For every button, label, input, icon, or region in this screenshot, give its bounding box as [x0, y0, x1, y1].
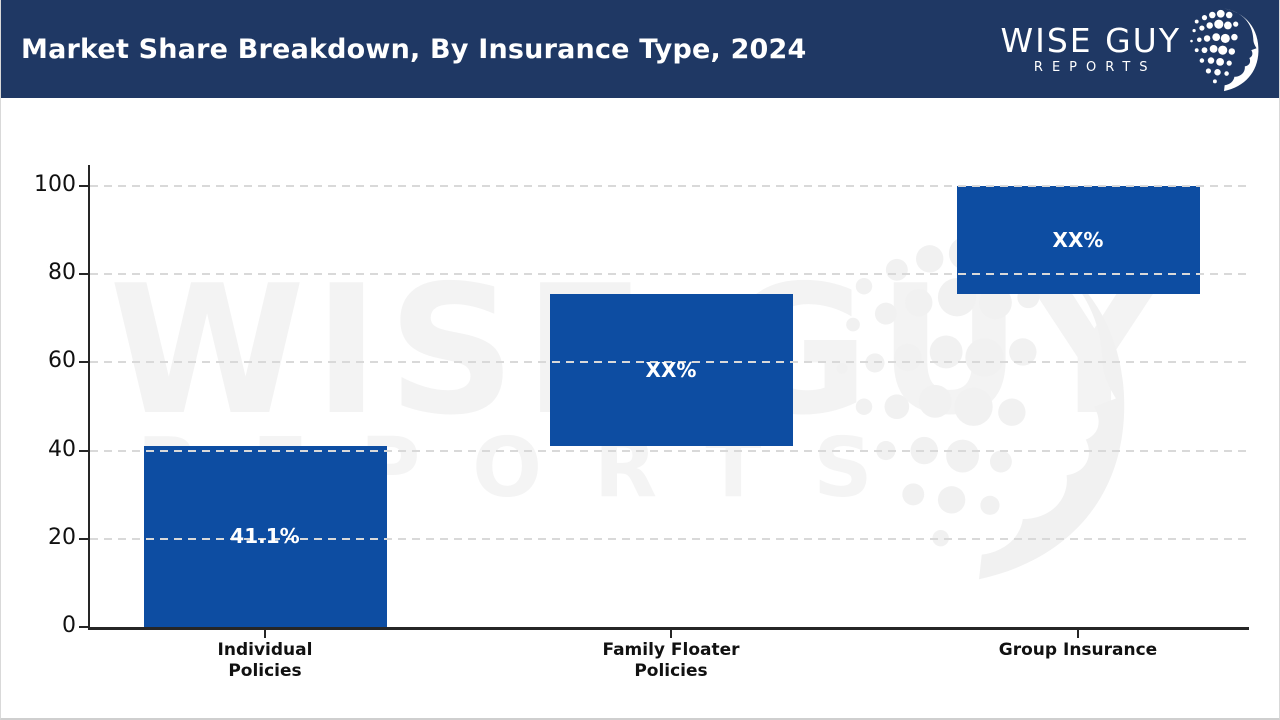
bar-value-label: XX% [645, 358, 697, 382]
logo-line1: WISE GUY [1000, 21, 1181, 60]
category-label: Group Insurance [998, 640, 1158, 660]
gridline-y80 [90, 273, 1249, 275]
bar-1 [144, 446, 387, 627]
gridline-y60 [90, 361, 1249, 363]
y-tick-label: 20 [48, 525, 76, 550]
x-tick-mark [1077, 630, 1079, 638]
y-tick-mark [79, 273, 89, 275]
y-tick-mark [79, 626, 89, 628]
brand-logo: WISE GUY REPORTS [1000, 7, 1263, 92]
y-tick-mark [79, 185, 89, 187]
chart-title: Market Share Breakdown, By Insurance Typ… [21, 33, 807, 65]
y-tick-label: 0 [62, 613, 76, 638]
y-tick-mark [79, 538, 89, 540]
x-axis-line [88, 627, 1249, 630]
x-tick-mark [670, 630, 672, 638]
y-axis-line [88, 165, 90, 630]
bar-value-label: XX% [1052, 228, 1104, 252]
y-tick-label: 40 [48, 437, 76, 462]
y-tick-mark [79, 450, 89, 452]
bar-value-label: 41.1% [230, 524, 300, 548]
x-tick-mark [264, 630, 266, 638]
gridline-y40 [90, 450, 1249, 452]
header: Market Share Breakdown, By Insurance Typ… [1, 0, 1279, 98]
y-tick-label: 100 [34, 172, 76, 197]
y-tick-label: 60 [48, 348, 76, 373]
y-tick-label: 80 [48, 260, 76, 285]
gridline-y100 [90, 185, 1249, 187]
category-label: Family Floater Policies [602, 640, 740, 682]
category-label: Individual Policies [217, 640, 313, 682]
gridline-y20 [90, 538, 1249, 540]
logo-head-icon [1185, 7, 1263, 92]
bar-2 [550, 294, 793, 446]
y-tick-mark [79, 361, 89, 363]
logo-line2: REPORTS [1033, 60, 1157, 75]
logo-wordmark: WISE GUY REPORTS [1000, 24, 1181, 74]
